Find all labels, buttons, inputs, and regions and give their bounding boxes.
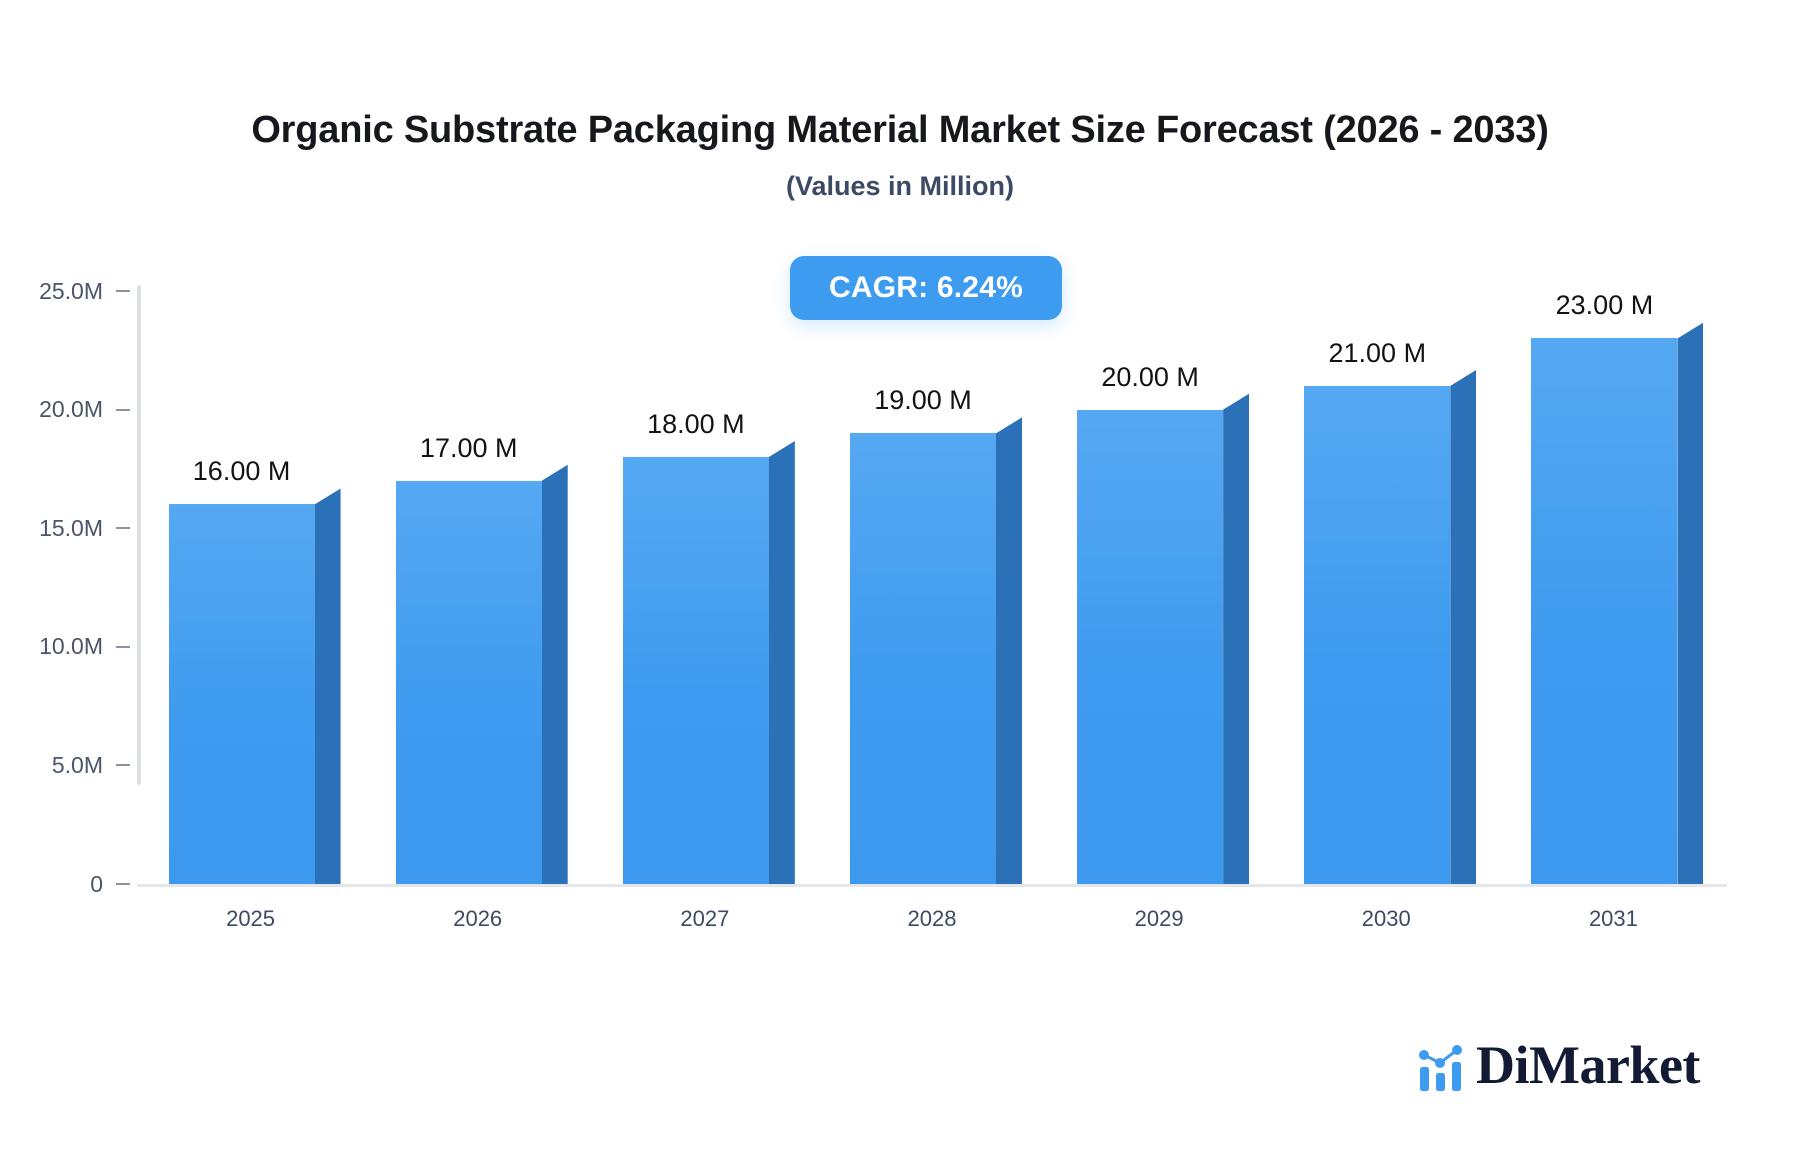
cagr-badge: CAGR: 6.24% (790, 256, 1062, 320)
x-axis-line (137, 884, 1727, 887)
bar-2025[interactable] (168, 232, 341, 884)
y-axis-tick-mark (116, 764, 130, 767)
bar-value-label: 23.00 M (1555, 290, 1654, 321)
x-axis-label-2028: 2028 (907, 906, 957, 931)
bar-2026[interactable] (395, 209, 568, 884)
y-axis-tick: 5.0M (0, 751, 130, 778)
bar-2027[interactable] (622, 185, 795, 884)
y-axis-tick-mark (116, 645, 130, 648)
y-axis-tick: 25.0M (0, 277, 130, 304)
chart-title: Organic Substrate Packaging Material Mar… (251, 109, 1549, 151)
bar-side-face (1450, 369, 1477, 884)
bar-front-face (1077, 409, 1224, 884)
x-axis-label-2030: 2030 (1361, 906, 1411, 931)
bar-side-face (1677, 322, 1704, 884)
brand-logo: DiMarket (1418, 1035, 1700, 1095)
brand-name: DiMarket (1476, 1035, 1700, 1095)
x-axis-label-2031: 2031 (1588, 906, 1638, 931)
bar-front-face (850, 433, 996, 884)
bar-front-face (1304, 385, 1451, 884)
bar-value-label: 21.00 M (1328, 337, 1427, 368)
bar-value-label: 16.00 M (192, 456, 291, 487)
bar-2029[interactable] (1077, 138, 1250, 884)
bar-value-label: 18.00 M (647, 409, 745, 440)
bar-value-label: 20.00 M (1101, 361, 1199, 392)
y-axis-tick: 0 (0, 870, 130, 897)
bar-side-face (541, 464, 568, 884)
y-axis-tick-label: 5.0M (51, 751, 103, 778)
bar-side-face (996, 417, 1022, 884)
bar-front-face (168, 504, 315, 884)
y-axis-tick-label: 10.0M (39, 633, 103, 660)
bar-value-label: 17.00 M (419, 432, 518, 463)
y-axis-tick-mark (116, 883, 130, 885)
bar-chart-icon (1418, 1043, 1464, 1092)
bar-value-label: 19.00 M (874, 385, 972, 416)
y-axis-tick-label: 25.0M (39, 277, 103, 304)
bar-front-face (1531, 338, 1678, 884)
y-axis-tick-label: 15.0M (39, 514, 103, 541)
y-axis-tick-label: 0 (90, 870, 103, 897)
chart-subtitle: (Values in Million) (785, 170, 1015, 201)
bar-side-face (768, 441, 795, 884)
bar-front-face (622, 457, 769, 884)
x-axis-label-2027: 2027 (680, 906, 730, 931)
x-axis-label-2026: 2026 (453, 906, 503, 931)
y-axis-line (137, 285, 141, 785)
y-axis-tick-mark (116, 527, 130, 530)
bar-front-face (395, 480, 542, 884)
y-axis-tick-mark (116, 408, 130, 411)
x-axis-label-2025: 2025 (226, 906, 276, 931)
bar-2028[interactable] (850, 161, 1022, 884)
bar-2031[interactable] (1531, 66, 1704, 884)
y-axis-tick-mark (116, 290, 130, 292)
y-axis-tick: 10.0M (0, 633, 130, 660)
y-axis-tick: 15.0M (0, 514, 130, 541)
bar-2030[interactable] (1304, 114, 1477, 884)
bar-side-face (314, 488, 341, 884)
cagr-badge-label: CAGR: 6.24% (829, 271, 1023, 304)
bar-side-face (1223, 393, 1250, 884)
y-axis-tick: 20.0M (0, 396, 130, 423)
bars-layer: 16.00 M 17.00 M 18.00 M 19.00 M 20.00 M 21.00… (137, 0, 1737, 1156)
x-axis-label-2029: 2029 (1134, 906, 1184, 931)
y-axis-tick-label: 20.0M (39, 396, 103, 423)
chart-header: Organic Substrate Packaging Material Mar… (0, 108, 1800, 202)
